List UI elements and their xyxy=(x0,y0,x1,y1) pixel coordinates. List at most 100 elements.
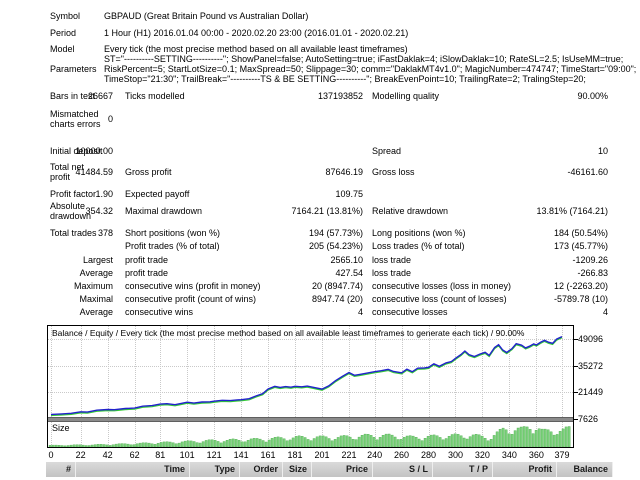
size-bar xyxy=(531,433,535,447)
size-bar xyxy=(417,438,421,447)
size-bar xyxy=(231,438,235,447)
size-bar xyxy=(192,441,196,447)
x-tick-label: 42 xyxy=(102,450,113,460)
stat-cell-b: 378 xyxy=(97,227,113,238)
size-bar xyxy=(216,441,220,447)
stat-cell-c: Profit trades (% of total) xyxy=(125,240,220,251)
x-tick-label: 121 xyxy=(206,450,222,460)
y-tick-mark xyxy=(574,365,578,367)
size-bar xyxy=(399,439,403,447)
size-bar xyxy=(150,443,154,447)
stat-cell-a: Symbol xyxy=(50,10,81,21)
grid-vline xyxy=(374,422,377,447)
size-bar xyxy=(519,426,523,447)
stat-cell-b: Average xyxy=(79,267,113,278)
size-bar xyxy=(93,444,97,447)
size-bar xyxy=(462,437,466,447)
size-bar xyxy=(279,437,283,447)
legend-subtitle: / Every tick (the most precise method ba… xyxy=(113,328,525,338)
stat-cell-c: Ticks modelled xyxy=(125,90,185,101)
x-tick-label: 101 xyxy=(179,450,195,460)
x-tick-label: 340 xyxy=(501,450,517,460)
size-bar xyxy=(525,426,529,447)
size-bar xyxy=(246,440,250,447)
size-bar xyxy=(372,437,376,447)
size-bar xyxy=(48,445,52,447)
size-bar xyxy=(135,443,139,447)
stats-row: Total trades 378 Short positions (won %) 19… xyxy=(0,226,640,239)
size-bar xyxy=(387,433,391,447)
size-bar xyxy=(108,445,112,447)
size-bar xyxy=(99,444,103,447)
size-bar xyxy=(111,444,115,447)
size-bar xyxy=(312,438,316,447)
size-bar xyxy=(84,445,88,447)
x-tick-label: 22 xyxy=(75,450,86,460)
balance-line xyxy=(50,335,563,416)
grid-vline xyxy=(401,422,404,447)
size-bar xyxy=(90,444,94,447)
size-bar xyxy=(363,433,367,447)
size-bar xyxy=(438,437,442,447)
grid-vline xyxy=(51,422,53,447)
size-bar xyxy=(375,439,379,447)
size-bar xyxy=(258,438,262,447)
size-bar xyxy=(165,441,169,447)
size-bar xyxy=(201,441,205,447)
stat-cell-e: consecutive loss (count of losses) xyxy=(372,293,507,304)
grid-vline xyxy=(268,422,270,447)
stat-cell-v: GBPAUD (Great Britain Pound vs Australia… xyxy=(104,10,309,21)
results-col-profit: Profit xyxy=(493,462,557,477)
size-bar xyxy=(390,434,394,447)
stat-cell-d: 427.54 xyxy=(335,267,363,278)
size-bar xyxy=(447,435,451,447)
size-bar xyxy=(207,439,211,447)
grid-vline xyxy=(295,422,297,447)
size-bar xyxy=(549,431,553,447)
size-bar xyxy=(342,435,346,447)
size-bar xyxy=(288,439,292,447)
size-bar xyxy=(63,445,67,447)
stat-cell-a: Model xyxy=(50,43,75,54)
stat-cell-f: 12 (-2263.20) xyxy=(553,280,608,291)
x-tick-label: 221 xyxy=(341,450,357,460)
grid-vline xyxy=(80,326,83,417)
grid-vline xyxy=(455,326,457,417)
size-bar xyxy=(510,434,514,447)
stats-row: Average profit trade 427.54 loss trade -266.… xyxy=(0,266,640,279)
size-bar xyxy=(333,439,337,447)
size-bar xyxy=(234,439,238,447)
size-bar xyxy=(174,443,178,447)
stat-cell-a: Absolute drawdown xyxy=(50,200,92,221)
stat-cell-f: 4 xyxy=(602,306,608,317)
results-col-order: Order xyxy=(240,462,283,477)
size-bar xyxy=(561,428,565,447)
grid-vline xyxy=(348,326,351,417)
stat-cell-e: loss trade xyxy=(372,254,412,265)
size-bar xyxy=(285,440,289,447)
stats-row: Mismatched charts errors 0 xyxy=(0,102,640,135)
legend-balance: Balance xyxy=(52,328,83,338)
stat-cell-c: profit trade xyxy=(125,267,169,278)
size-bar xyxy=(441,439,445,447)
size-bar xyxy=(117,443,121,447)
size-bar xyxy=(555,434,559,447)
grid-vline xyxy=(536,326,538,417)
stat-cell-e: Relative drawdown xyxy=(372,205,449,216)
grid-vline xyxy=(322,326,324,417)
stat-cell-d: 194 (57.73%) xyxy=(308,227,363,238)
size-bar xyxy=(102,444,106,447)
stats-row: Parameters ST="----------SETTING---------… xyxy=(0,52,640,85)
stat-cell-c: consecutive wins xyxy=(125,306,194,317)
balance-chart: Balance / Equity / Every tick (the most … xyxy=(47,325,574,448)
stats-table: Symbol GBPAUD (Great Britain Pound vs Aus… xyxy=(0,10,640,317)
results-col-num: # xyxy=(46,462,76,477)
parameter-line: TimeStop="21:30"; TrailBreak="----------… xyxy=(104,73,586,84)
size-bar xyxy=(210,439,214,447)
size-bar xyxy=(489,439,493,447)
size-bar xyxy=(177,442,181,447)
grid-vline xyxy=(482,326,484,417)
size-bar xyxy=(366,433,370,447)
stat-cell-d: 8947.74 (20) xyxy=(311,293,363,304)
parameter-line: ST="----------SETTING----------"; ShowPa… xyxy=(104,53,624,64)
